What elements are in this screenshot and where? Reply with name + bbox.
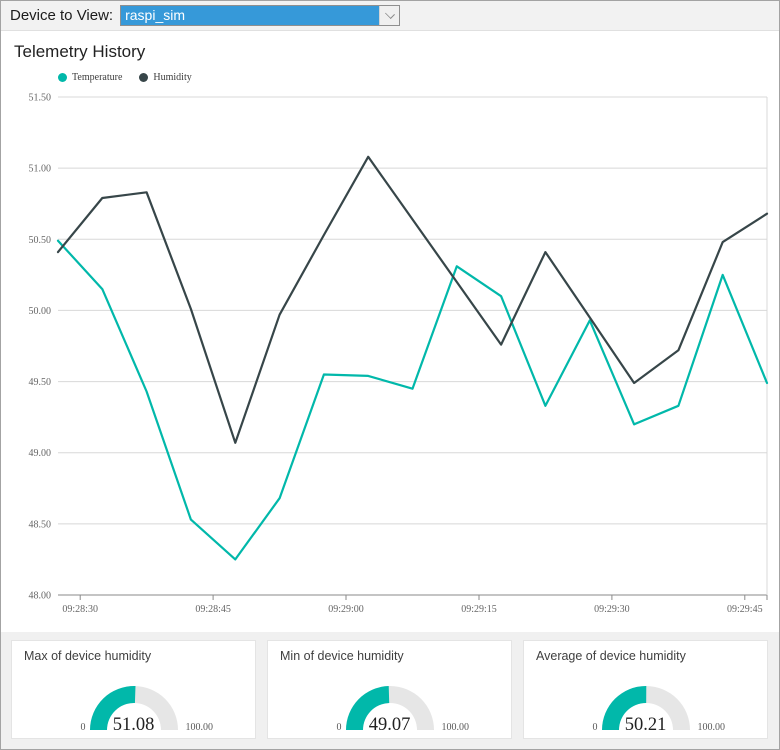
svg-text:51.50: 51.50 bbox=[29, 93, 52, 104]
gauge-min-label: 0 bbox=[80, 722, 86, 733]
svg-text:51.00: 51.00 bbox=[29, 164, 52, 175]
legend-label-humidity: Humidity bbox=[153, 72, 192, 83]
legend-item-humidity[interactable]: Humidity bbox=[139, 72, 192, 83]
page-title: Telemetry History bbox=[14, 42, 146, 61]
device-to-view-label: Device to View: bbox=[10, 7, 114, 24]
gauge-arc bbox=[89, 685, 178, 730]
svg-text:09:29:30: 09:29:30 bbox=[594, 604, 630, 615]
gauge-min-label: 0 bbox=[336, 722, 342, 733]
gauge-max-label: 100.00 bbox=[441, 722, 470, 733]
device-select[interactable]: raspi_sim bbox=[120, 5, 401, 26]
chevron-down-icon bbox=[384, 8, 395, 19]
card-title: Average of device humidity bbox=[536, 649, 686, 663]
card-max-humidity: Max of device humidity 0 51.08 100.00 bbox=[11, 640, 256, 739]
svg-text:09:29:15: 09:29:15 bbox=[461, 604, 497, 615]
svg-text:09:28:45: 09:28:45 bbox=[195, 604, 231, 615]
gauge-max-humidity: 0 51.08 100.00 bbox=[28, 663, 252, 737]
gauge-value: 51.08 bbox=[112, 715, 155, 735]
legend-label-temperature: Temperature bbox=[72, 72, 123, 83]
svg-text:50.00: 50.00 bbox=[29, 306, 52, 317]
gauge-arc bbox=[345, 685, 434, 730]
device-select-value: raspi_sim bbox=[121, 6, 380, 25]
gauge-max-label: 100.00 bbox=[185, 722, 214, 733]
card-title: Max of device humidity bbox=[24, 649, 152, 663]
svg-text:49.00: 49.00 bbox=[29, 448, 52, 459]
legend-item-temperature[interactable]: Temperature bbox=[58, 72, 122, 83]
svg-text:09:29:00: 09:29:00 bbox=[328, 604, 364, 615]
gauge-min-humidity: 0 49.07 100.00 bbox=[284, 663, 508, 737]
dropdown-button[interactable] bbox=[379, 6, 400, 25]
svg-text:49.50: 49.50 bbox=[29, 377, 52, 388]
gauge-max-label: 100.00 bbox=[697, 722, 726, 733]
svg-text:48.00: 48.00 bbox=[29, 591, 52, 602]
temperature-series-dot bbox=[58, 73, 67, 82]
svg-text:48.50: 48.50 bbox=[29, 519, 52, 530]
card-average-humidity: Average of device humidity 0 50.21 100.0… bbox=[523, 640, 768, 739]
svg-text:09:28:30: 09:28:30 bbox=[62, 604, 98, 615]
gauge-average-humidity: 0 50.21 100.00 bbox=[540, 663, 764, 737]
chart-legend: Temperature Humidity bbox=[58, 72, 192, 83]
svg-text:50.50: 50.50 bbox=[29, 235, 52, 246]
gauge-value: 50.21 bbox=[624, 715, 667, 735]
card-title: Min of device humidity bbox=[280, 649, 404, 663]
gauge-arc bbox=[601, 685, 690, 730]
humidity-series-dot bbox=[139, 73, 149, 82]
telemetry-history-panel: Telemetry History Temperature Humidity 5… bbox=[1, 31, 779, 632]
gauge-value: 49.07 bbox=[368, 715, 411, 735]
svg-text:09:29:45: 09:29:45 bbox=[727, 604, 763, 615]
kpi-cards-row: Max of device humidity 0 51.08 100.00 Mi… bbox=[1, 632, 779, 749]
card-min-humidity: Min of device humidity 0 49.07 100.00 bbox=[267, 640, 512, 739]
gauge-min-label: 0 bbox=[592, 722, 598, 733]
telemetry-line-chart: 51.50 51.00 50.50 50.00 49.50 49.00 48.50 48.00… bbox=[29, 93, 769, 615]
toolbar: Device to View: raspi_sim bbox=[1, 1, 779, 31]
